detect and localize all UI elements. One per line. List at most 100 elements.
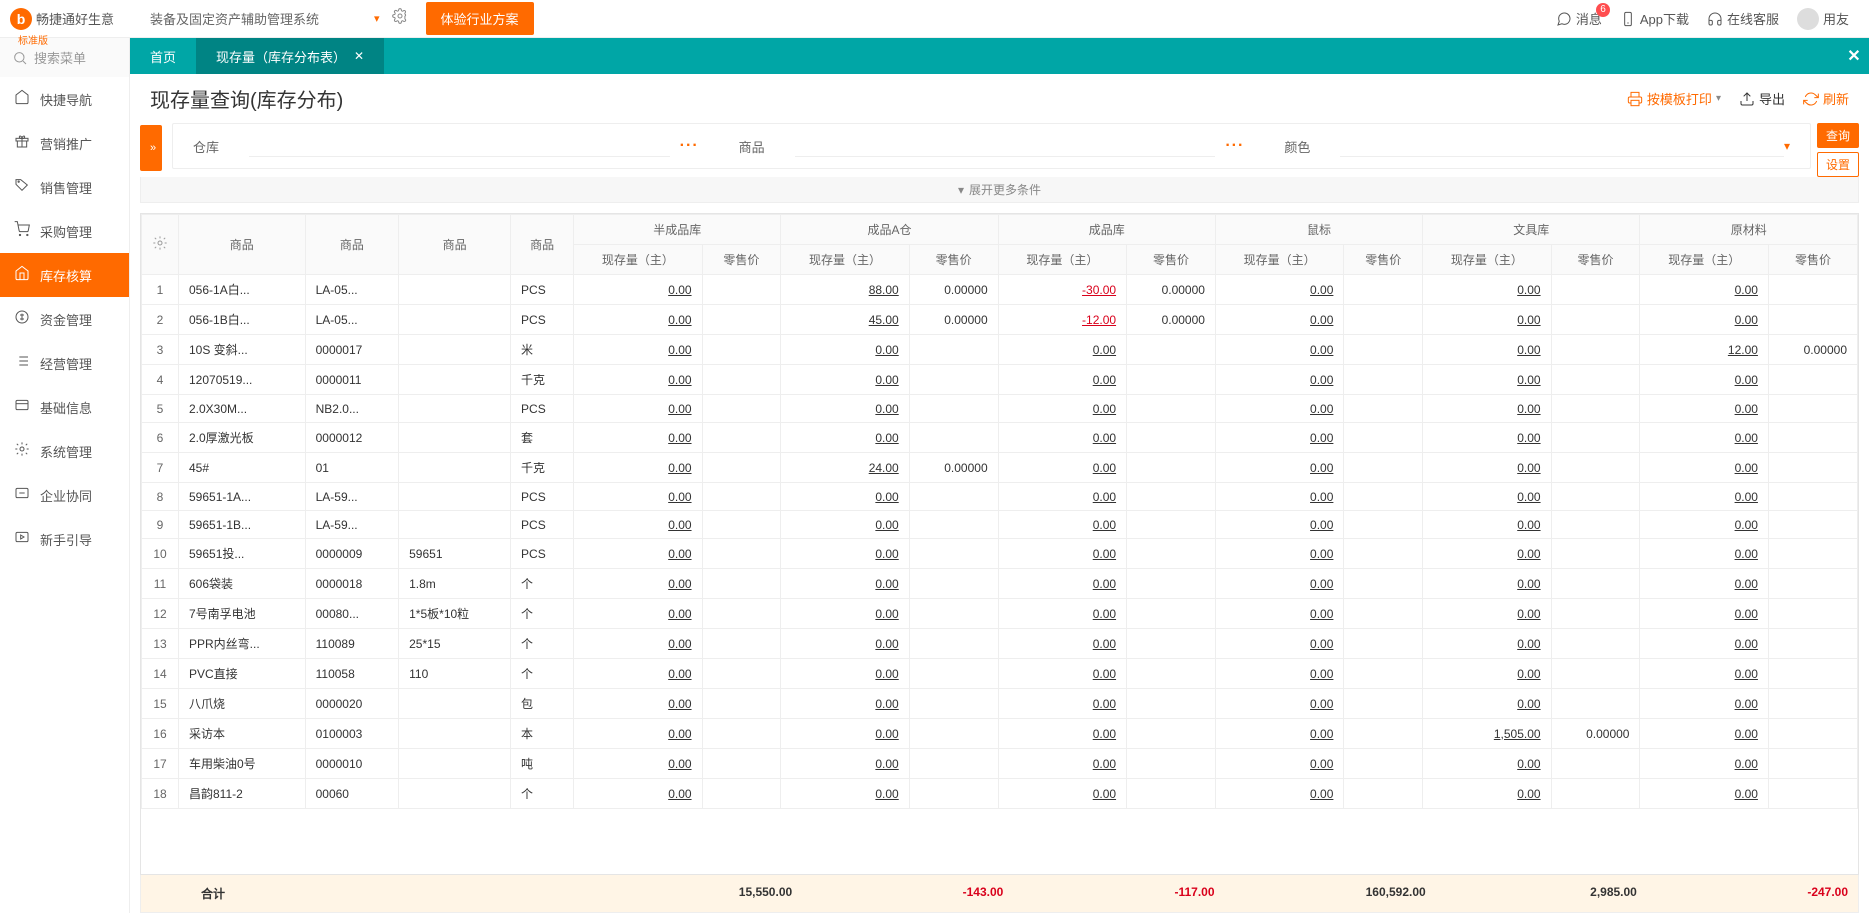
customer-service-button[interactable]: 在线客服	[1707, 9, 1779, 28]
cell-qty[interactable]: 0.00	[781, 423, 909, 453]
cell-qty[interactable]: 0.00	[1640, 365, 1768, 395]
cell-qty[interactable]: 0.00	[998, 569, 1126, 599]
cell-qty[interactable]: 0.00	[998, 453, 1126, 483]
filter-color[interactable]: 颜色 ▾	[1264, 135, 1810, 157]
cell-qty[interactable]: 0.00	[1423, 483, 1551, 511]
close-all-tabs-button[interactable]: ✕	[1839, 38, 1869, 74]
sidebar-item-7[interactable]: 基础信息	[0, 385, 129, 429]
cell-qty[interactable]: 0.00	[574, 453, 702, 483]
cell-qty[interactable]: 0.00	[1423, 365, 1551, 395]
cell-qty[interactable]: 1,505.00	[1423, 719, 1551, 749]
cell-qty[interactable]: 0.00	[574, 749, 702, 779]
cell-qty[interactable]: 0.00	[1423, 395, 1551, 423]
cell-qty[interactable]: 0.00	[1640, 659, 1768, 689]
cell-qty[interactable]: 0.00	[781, 395, 909, 423]
cell-qty[interactable]: 24.00	[781, 453, 909, 483]
cell-qty[interactable]: 0.00	[1215, 395, 1343, 423]
cell-qty[interactable]: 0.00	[781, 719, 909, 749]
cell-qty[interactable]: 0.00	[1640, 395, 1768, 423]
cell-qty[interactable]: 0.00	[1215, 483, 1343, 511]
cell-qty[interactable]: 0.00	[1640, 779, 1768, 809]
app-download-button[interactable]: App下载	[1620, 9, 1689, 28]
sidebar-item-8[interactable]: 系统管理	[0, 429, 129, 473]
cell-qty[interactable]: 0.00	[998, 779, 1126, 809]
cell-qty[interactable]: 0.00	[781, 365, 909, 395]
cell-qty[interactable]: 0.00	[574, 719, 702, 749]
cell-qty[interactable]: 0.00	[998, 599, 1126, 629]
cell-qty[interactable]: 0.00	[1423, 275, 1551, 305]
cell-qty[interactable]: 0.00	[1423, 453, 1551, 483]
cell-qty[interactable]: 0.00	[998, 719, 1126, 749]
cell-qty[interactable]: 0.00	[1215, 423, 1343, 453]
table-settings-button[interactable]	[142, 215, 179, 275]
filter-warehouse-input[interactable]	[249, 135, 670, 157]
cell-qty[interactable]: 0.00	[1640, 483, 1768, 511]
more-icon[interactable]: ···	[680, 137, 699, 155]
sidebar-item-1[interactable]: 营销推广	[0, 121, 129, 165]
cell-qty[interactable]: 88.00	[781, 275, 909, 305]
cell-qty[interactable]: 0.00	[1423, 659, 1551, 689]
cell-qty[interactable]: 45.00	[781, 305, 909, 335]
sidebar-item-4[interactable]: 库存核算	[0, 253, 129, 297]
cell-qty[interactable]: 0.00	[1423, 629, 1551, 659]
cell-qty[interactable]: -12.00	[998, 305, 1126, 335]
more-icon[interactable]: ···	[1225, 137, 1244, 155]
cell-qty[interactable]: 0.00	[781, 483, 909, 511]
cell-qty[interactable]: 0.00	[574, 335, 702, 365]
cell-qty[interactable]: 0.00	[574, 539, 702, 569]
cell-qty[interactable]: 0.00	[998, 629, 1126, 659]
sidebar-item-2[interactable]: 销售管理	[0, 165, 129, 209]
sidebar-item-10[interactable]: 新手引导	[0, 517, 129, 561]
cell-qty[interactable]: 0.00	[1423, 599, 1551, 629]
settings-icon[interactable]	[392, 8, 408, 29]
cell-qty[interactable]: 0.00	[1423, 423, 1551, 453]
close-icon[interactable]: ✕	[354, 49, 364, 63]
cell-qty[interactable]: 0.00	[1640, 719, 1768, 749]
cell-qty[interactable]: 0.00	[998, 539, 1126, 569]
cell-qty[interactable]: 0.00	[781, 629, 909, 659]
cell-qty[interactable]: 0.00	[574, 483, 702, 511]
cell-qty[interactable]: 0.00	[998, 335, 1126, 365]
cell-qty[interactable]: 0.00	[574, 779, 702, 809]
tab-home[interactable]: 首页	[130, 38, 196, 74]
cell-qty[interactable]: 0.00	[1215, 779, 1343, 809]
expand-filter-button[interactable]: ▾展开更多条件	[140, 177, 1859, 203]
tab-inventory[interactable]: 现存量（库存分布表） ✕	[196, 38, 384, 74]
cell-qty[interactable]: 0.00	[1640, 629, 1768, 659]
search-button[interactable]: 查询	[1817, 123, 1859, 148]
cell-qty[interactable]: 0.00	[998, 511, 1126, 539]
cell-qty[interactable]: -30.00	[998, 275, 1126, 305]
cell-qty[interactable]: 0.00	[1640, 511, 1768, 539]
cell-qty[interactable]: 0.00	[1423, 779, 1551, 809]
cell-qty[interactable]: 0.00	[1215, 659, 1343, 689]
cell-qty[interactable]: 0.00	[574, 599, 702, 629]
cell-qty[interactable]: 0.00	[781, 749, 909, 779]
cell-qty[interactable]: 0.00	[1215, 305, 1343, 335]
cell-qty[interactable]: 0.00	[998, 749, 1126, 779]
cell-qty[interactable]: 0.00	[1423, 569, 1551, 599]
cell-qty[interactable]: 0.00	[998, 483, 1126, 511]
cell-qty[interactable]: 0.00	[1215, 365, 1343, 395]
cell-qty[interactable]: 0.00	[781, 335, 909, 365]
cell-qty[interactable]: 0.00	[1640, 423, 1768, 453]
cell-qty[interactable]: 0.00	[781, 539, 909, 569]
refresh-button[interactable]: 刷新	[1803, 89, 1849, 108]
cell-qty[interactable]: 0.00	[1215, 511, 1343, 539]
user-menu[interactable]: 用友	[1797, 8, 1849, 30]
filter-product-input[interactable]	[795, 135, 1216, 157]
cell-qty[interactable]: 0.00	[1423, 511, 1551, 539]
sidebar-item-3[interactable]: 采购管理	[0, 209, 129, 253]
cell-qty[interactable]: 0.00	[574, 569, 702, 599]
filter-warehouse[interactable]: 仓库 ···	[173, 135, 719, 157]
cell-qty[interactable]: 0.00	[1423, 305, 1551, 335]
cell-qty[interactable]: 0.00	[574, 423, 702, 453]
export-button[interactable]: 导出	[1739, 89, 1785, 108]
filter-collapse-handle[interactable]: »	[140, 125, 162, 171]
cell-qty[interactable]: 0.00	[1423, 689, 1551, 719]
cell-qty[interactable]: 0.00	[1215, 569, 1343, 599]
sidebar-item-5[interactable]: 资金管理	[0, 297, 129, 341]
cell-qty[interactable]: 0.00	[781, 569, 909, 599]
cell-qty[interactable]: 0.00	[781, 689, 909, 719]
cell-qty[interactable]: 0.00	[1215, 275, 1343, 305]
cell-qty[interactable]: 0.00	[1640, 749, 1768, 779]
